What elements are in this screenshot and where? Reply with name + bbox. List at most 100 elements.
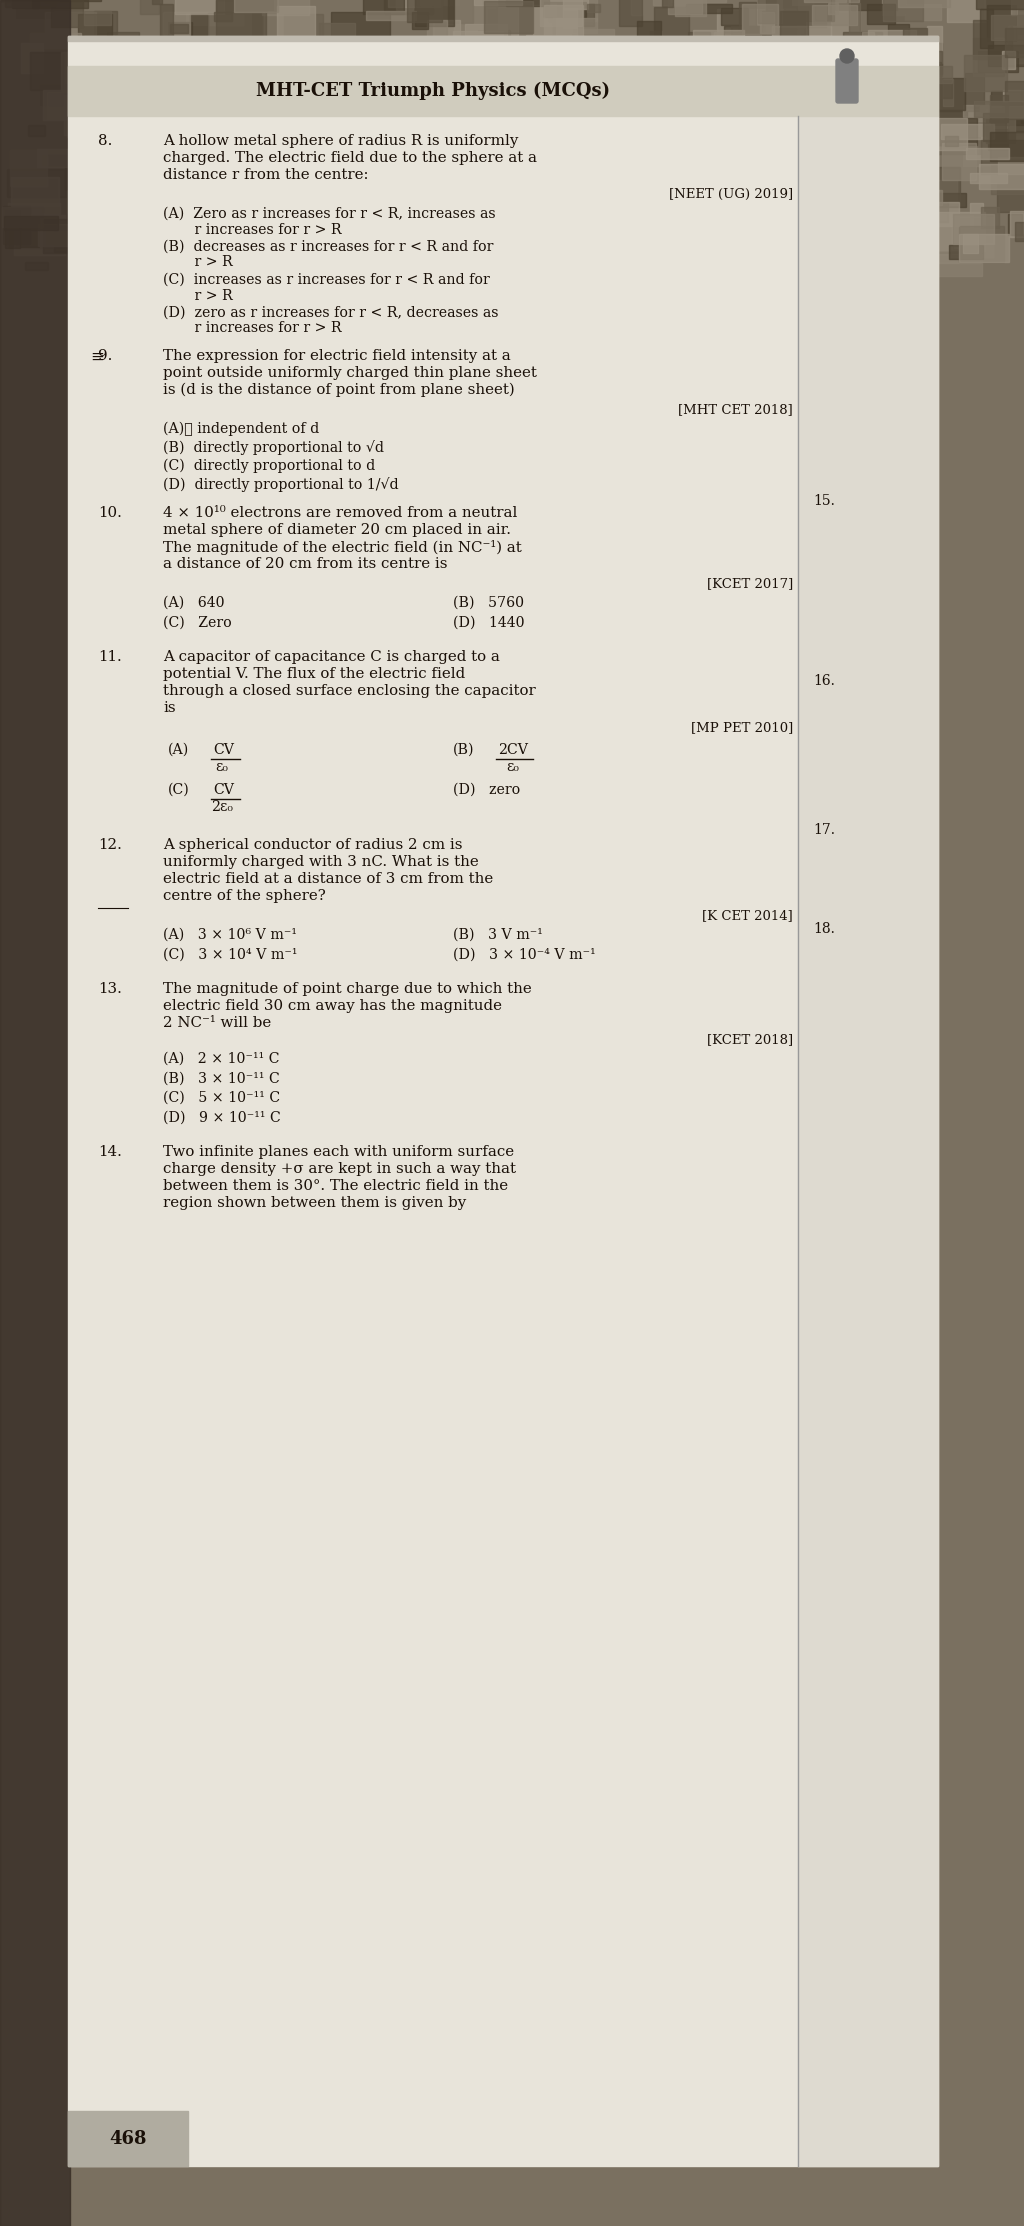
Bar — [511, 158, 545, 169]
Bar — [845, 174, 885, 198]
Text: (D)   3 × 10⁻⁴ V m⁻¹: (D) 3 × 10⁻⁴ V m⁻¹ — [453, 948, 596, 962]
Bar — [152, 0, 162, 4]
Bar — [749, 209, 782, 236]
Bar — [991, 16, 1024, 40]
Bar — [221, 223, 264, 249]
Bar — [898, 0, 950, 7]
Bar — [890, 53, 925, 87]
Bar — [20, 42, 43, 73]
Bar — [170, 24, 188, 33]
Bar — [427, 20, 447, 49]
Bar — [329, 87, 361, 111]
Bar — [681, 196, 734, 205]
Bar — [123, 158, 148, 183]
Bar — [988, 129, 1009, 149]
Bar — [988, 45, 1024, 67]
Bar — [866, 73, 896, 85]
Bar — [26, 0, 71, 11]
Bar — [85, 36, 115, 49]
Bar — [742, 109, 782, 142]
Bar — [980, 9, 993, 49]
Bar — [814, 0, 830, 20]
Text: CV: CV — [213, 784, 234, 797]
Bar — [383, 236, 424, 272]
Bar — [888, 24, 909, 45]
Text: region shown between them is given by: region shown between them is given by — [163, 1195, 466, 1211]
Bar — [481, 116, 510, 138]
Bar — [43, 89, 85, 120]
Text: 8.: 8. — [98, 134, 113, 147]
Bar — [408, 0, 442, 22]
Bar — [262, 82, 298, 107]
Bar — [396, 0, 413, 9]
Bar — [204, 69, 252, 80]
Bar — [655, 178, 681, 194]
Bar — [760, 11, 774, 33]
Bar — [261, 0, 309, 16]
Bar — [773, 223, 809, 247]
Bar — [90, 69, 101, 109]
Bar — [1005, 29, 1024, 58]
Bar — [987, 4, 1016, 40]
Bar — [68, 2110, 188, 2166]
Bar — [143, 98, 170, 134]
Bar — [582, 76, 632, 87]
Bar — [319, 22, 355, 62]
Bar — [613, 229, 650, 249]
Text: ε₀: ε₀ — [506, 759, 519, 775]
Text: potential V. The flux of the electric field: potential V. The flux of the electric fi… — [163, 668, 465, 681]
Bar — [817, 138, 846, 156]
Text: Two infinite planes each with uniform surface: Two infinite planes each with uniform su… — [163, 1144, 514, 1160]
Bar — [140, 58, 165, 80]
Bar — [388, 256, 419, 274]
Bar — [493, 127, 538, 156]
Bar — [155, 149, 202, 183]
Bar — [617, 167, 673, 200]
Bar — [750, 258, 777, 276]
Bar — [173, 156, 202, 169]
Bar — [140, 0, 160, 13]
Bar — [915, 118, 968, 149]
Bar — [474, 0, 521, 4]
Bar — [75, 229, 119, 254]
Text: 10.: 10. — [98, 505, 122, 521]
Bar — [234, 0, 279, 11]
Text: 2ε₀: 2ε₀ — [211, 799, 232, 815]
Bar — [543, 252, 569, 265]
Text: A capacitor of capacitance C is charged to a: A capacitor of capacitance C is charged … — [163, 650, 500, 663]
Bar — [234, 185, 260, 211]
Bar — [630, 62, 667, 87]
Text: (A)✓ independent of d: (A)✓ independent of d — [163, 423, 319, 436]
Bar — [143, 176, 183, 203]
Bar — [389, 93, 440, 114]
Bar — [26, 223, 52, 247]
Bar — [500, 42, 556, 73]
Bar — [214, 11, 231, 20]
Bar — [218, 211, 278, 238]
Bar — [201, 258, 255, 274]
Bar — [600, 105, 623, 136]
Bar — [475, 158, 498, 178]
Bar — [216, 0, 275, 11]
Bar — [30, 33, 81, 49]
Bar — [420, 0, 459, 4]
Text: is (d is the distance of point from plane sheet): is (d is the distance of point from plan… — [163, 383, 515, 398]
Bar — [275, 154, 286, 165]
Bar — [455, 243, 496, 272]
Bar — [93, 11, 118, 33]
Bar — [85, 76, 98, 109]
Bar — [532, 223, 563, 236]
Bar — [131, 216, 151, 234]
Bar — [178, 238, 189, 249]
Bar — [931, 252, 982, 276]
Text: (C)  increases as r increases for r < R and for: (C) increases as r increases for r < R a… — [163, 274, 489, 287]
Text: is: is — [163, 701, 176, 715]
Text: charged. The electric field due to the sphere at a: charged. The electric field due to the s… — [163, 151, 537, 165]
Bar — [867, 4, 895, 24]
Bar — [601, 169, 634, 196]
Bar — [115, 260, 169, 276]
Bar — [553, 207, 565, 232]
Bar — [974, 100, 1023, 116]
Bar — [200, 160, 233, 174]
Bar — [6, 169, 66, 196]
